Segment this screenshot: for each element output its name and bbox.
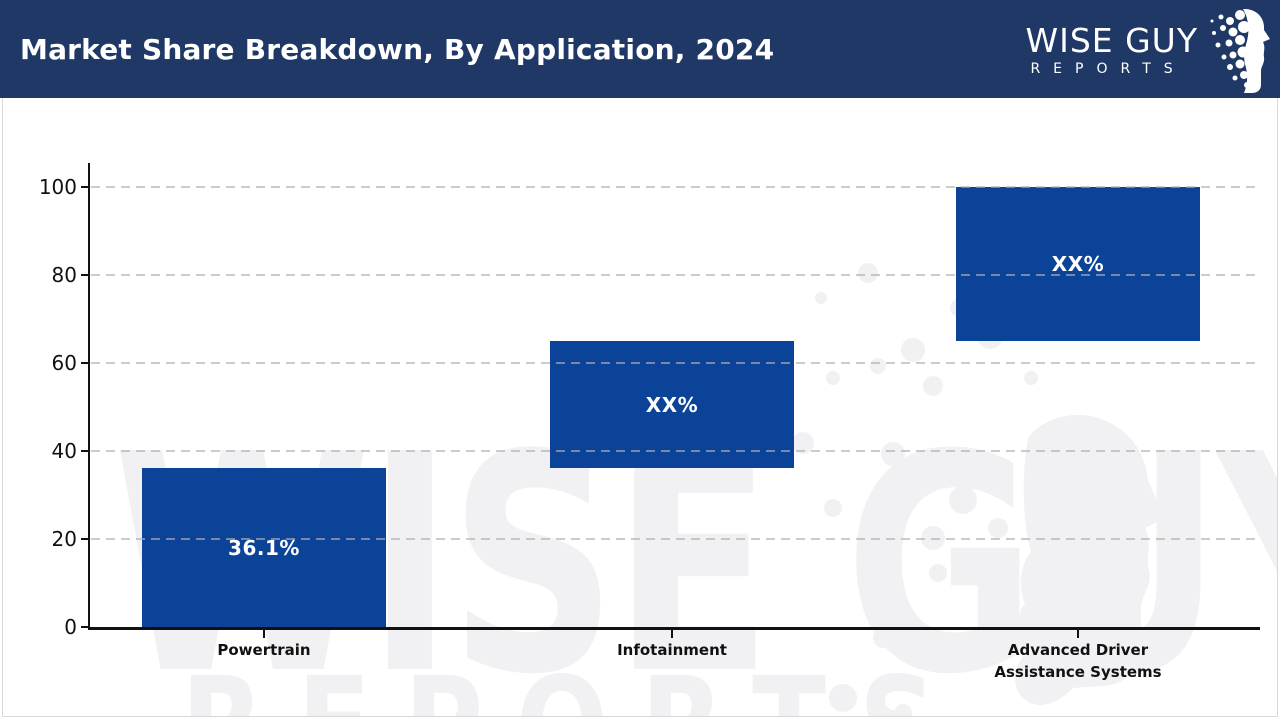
y-tick-mark [81,186,89,188]
wise-guy-reports-logo: WISE GUY REPORTS [1025,6,1274,94]
y-tick-label: 20 [51,527,77,551]
y-tick-label: 100 [38,175,77,199]
y-tick-mark [81,450,89,452]
logo-text: WISE GUY REPORTS [1025,20,1198,78]
bar: XX% [956,187,1200,341]
x-tick-label: Powertrain [217,641,311,659]
logo-head-icon [1210,9,1270,93]
x-tick-mark [263,630,265,638]
bar-value-label: XX% [1051,252,1105,276]
y-tick-mark [81,626,89,628]
bar: 36.1% [142,468,386,627]
y-tick-mark [81,362,89,364]
y-tick-label: 80 [51,263,77,287]
watermark-subtitle: REPORTS [181,660,970,716]
y-tick-mark [81,538,89,540]
y-tick-label: 0 [64,615,77,639]
x-axis-spine [88,627,1260,630]
y-tick-label: 40 [51,439,77,463]
gridline [91,274,1260,276]
gridline [91,362,1260,364]
logo-subtitle: REPORTS [1030,60,1186,77]
gridline [91,186,1260,188]
y-tick-label: 60 [51,351,77,375]
y-tick-mark [81,274,89,276]
header-bar: Market Share Breakdown, By Application, … [0,0,1280,98]
bar-value-label: XX% [645,392,699,417]
gridline [91,450,1260,452]
x-tick-mark [671,630,673,638]
x-tick-label: Infotainment [617,641,727,659]
x-tick-mark [1077,630,1079,638]
logo-wordmark: WISE GUY [1025,20,1198,60]
gridline [91,538,1260,540]
page-title: Market Share Breakdown, By Application, … [20,32,775,66]
x-tick-label: Advanced Driver Assistance Systems [994,641,1162,681]
y-axis-spine [88,163,90,629]
